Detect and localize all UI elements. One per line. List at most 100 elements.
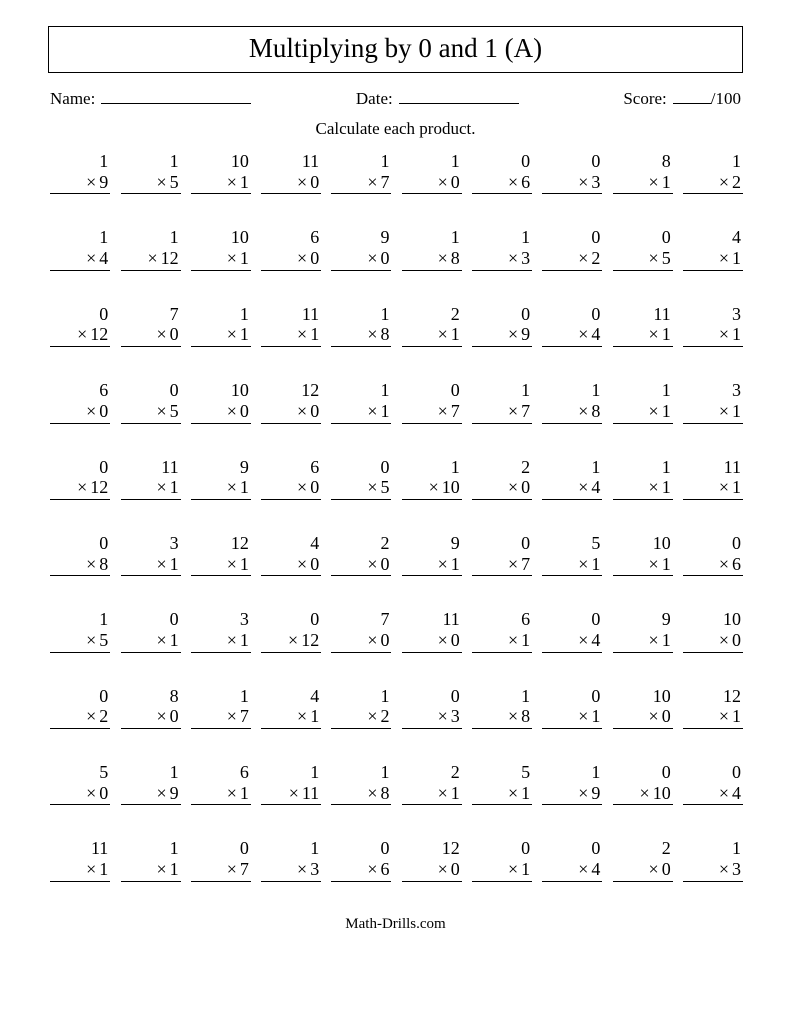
problem: 6×1 bbox=[191, 762, 251, 805]
multiplicand: 11 bbox=[261, 151, 321, 172]
problem: 0×12 bbox=[50, 457, 110, 500]
times-operator: × bbox=[438, 859, 448, 879]
multiplier: 1 bbox=[170, 477, 179, 497]
multiplier-row: ×1 bbox=[542, 554, 602, 577]
multiplier-row: ×6 bbox=[472, 172, 532, 195]
multiplicand: 10 bbox=[191, 227, 251, 248]
multiplier: 0 bbox=[310, 554, 319, 574]
times-operator: × bbox=[297, 324, 307, 344]
problem: 6×0 bbox=[50, 380, 110, 423]
multiplicand: 1 bbox=[261, 762, 321, 783]
times-operator: × bbox=[367, 477, 377, 497]
problem: 2×1 bbox=[402, 762, 462, 805]
problem: 6×1 bbox=[472, 609, 532, 652]
multiplier: 1 bbox=[662, 554, 671, 574]
multiplier: 5 bbox=[99, 630, 108, 650]
multiplicand: 0 bbox=[542, 151, 602, 172]
multiplicand: 2 bbox=[331, 533, 391, 554]
multiplier: 7 bbox=[240, 706, 249, 726]
multiplicand: 0 bbox=[472, 151, 532, 172]
date-label: Date: bbox=[356, 89, 393, 109]
multiplier-row: ×1 bbox=[121, 859, 181, 882]
multiplier: 1 bbox=[521, 859, 530, 879]
multiplier: 3 bbox=[451, 706, 460, 726]
problem: 7×0 bbox=[121, 304, 181, 347]
multiplier-row: ×7 bbox=[402, 401, 462, 424]
multiplier-row: ×0 bbox=[121, 706, 181, 729]
problem: 0×4 bbox=[542, 838, 602, 881]
multiplicand: 9 bbox=[191, 457, 251, 478]
problem: 0×10 bbox=[613, 762, 673, 805]
multiplier-row: ×5 bbox=[50, 630, 110, 653]
multiplier: 0 bbox=[451, 172, 460, 192]
times-operator: × bbox=[719, 477, 729, 497]
multiplicand: 1 bbox=[472, 380, 532, 401]
problems-grid: 1×91×510×111×01×71×00×60×38×11×21×41×121… bbox=[48, 151, 743, 882]
multiplier: 0 bbox=[380, 630, 389, 650]
problem: 2×0 bbox=[613, 838, 673, 881]
multiplier-row: ×1 bbox=[402, 324, 462, 347]
multiplicand: 0 bbox=[50, 457, 110, 478]
multiplier-row: ×4 bbox=[542, 324, 602, 347]
multiplier-row: ×1 bbox=[121, 630, 181, 653]
multiplier-row: ×1 bbox=[191, 630, 251, 653]
times-operator: × bbox=[508, 477, 518, 497]
multiplicand: 0 bbox=[402, 686, 462, 707]
multiplier-row: ×2 bbox=[331, 706, 391, 729]
times-operator: × bbox=[719, 401, 729, 421]
multiplier: 0 bbox=[310, 477, 319, 497]
multiplicand: 6 bbox=[261, 457, 321, 478]
times-operator: × bbox=[649, 706, 659, 726]
times-operator: × bbox=[156, 477, 166, 497]
multiplicand: 12 bbox=[191, 533, 251, 554]
times-operator: × bbox=[649, 248, 659, 268]
multiplier-row: ×6 bbox=[331, 859, 391, 882]
multiplicand: 6 bbox=[261, 227, 321, 248]
multiplier: 8 bbox=[99, 554, 108, 574]
times-operator: × bbox=[227, 324, 237, 344]
times-operator: × bbox=[719, 706, 729, 726]
times-operator: × bbox=[438, 783, 448, 803]
problem: 10×1 bbox=[613, 533, 673, 576]
problem: 10×0 bbox=[191, 380, 251, 423]
multiplicand: 11 bbox=[261, 304, 321, 325]
multiplicand: 0 bbox=[261, 609, 321, 630]
times-operator: × bbox=[578, 706, 588, 726]
multiplier: 1 bbox=[170, 859, 179, 879]
times-operator: × bbox=[227, 630, 237, 650]
times-operator: × bbox=[288, 630, 298, 650]
multiplier-row: ×1 bbox=[683, 706, 743, 729]
multiplier: 1 bbox=[591, 706, 600, 726]
multiplicand: 0 bbox=[683, 762, 743, 783]
multiplier: 2 bbox=[732, 172, 741, 192]
problem: 9×0 bbox=[331, 227, 391, 270]
problem: 0×6 bbox=[683, 533, 743, 576]
multiplier-row: ×5 bbox=[121, 401, 181, 424]
multiplier-row: ×1 bbox=[542, 706, 602, 729]
multiplier-row: ×12 bbox=[50, 324, 110, 347]
multiplicand: 11 bbox=[50, 838, 110, 859]
multiplier: 7 bbox=[240, 859, 249, 879]
multiplier: 3 bbox=[521, 248, 530, 268]
problem: 10×0 bbox=[683, 609, 743, 652]
times-operator: × bbox=[508, 630, 518, 650]
multiplier-row: ×0 bbox=[331, 630, 391, 653]
multiplicand: 5 bbox=[50, 762, 110, 783]
problem: 0×9 bbox=[472, 304, 532, 347]
multiplier: 0 bbox=[451, 859, 460, 879]
multiplier: 8 bbox=[591, 401, 600, 421]
multiplier-row: ×11 bbox=[261, 783, 321, 806]
multiplier: 7 bbox=[521, 401, 530, 421]
multiplier: 5 bbox=[170, 172, 179, 192]
problem: 3×1 bbox=[683, 380, 743, 423]
multiplier: 2 bbox=[380, 706, 389, 726]
multiplier: 0 bbox=[240, 401, 249, 421]
multiplicand: 1 bbox=[121, 227, 181, 248]
multiplicand: 1 bbox=[331, 380, 391, 401]
multiplier-row: ×0 bbox=[683, 630, 743, 653]
score-total: /100 bbox=[711, 89, 741, 109]
multiplier-row: ×0 bbox=[121, 324, 181, 347]
multiplier: 0 bbox=[521, 477, 530, 497]
problem: 1×8 bbox=[331, 304, 391, 347]
multiplier-row: ×0 bbox=[613, 859, 673, 882]
